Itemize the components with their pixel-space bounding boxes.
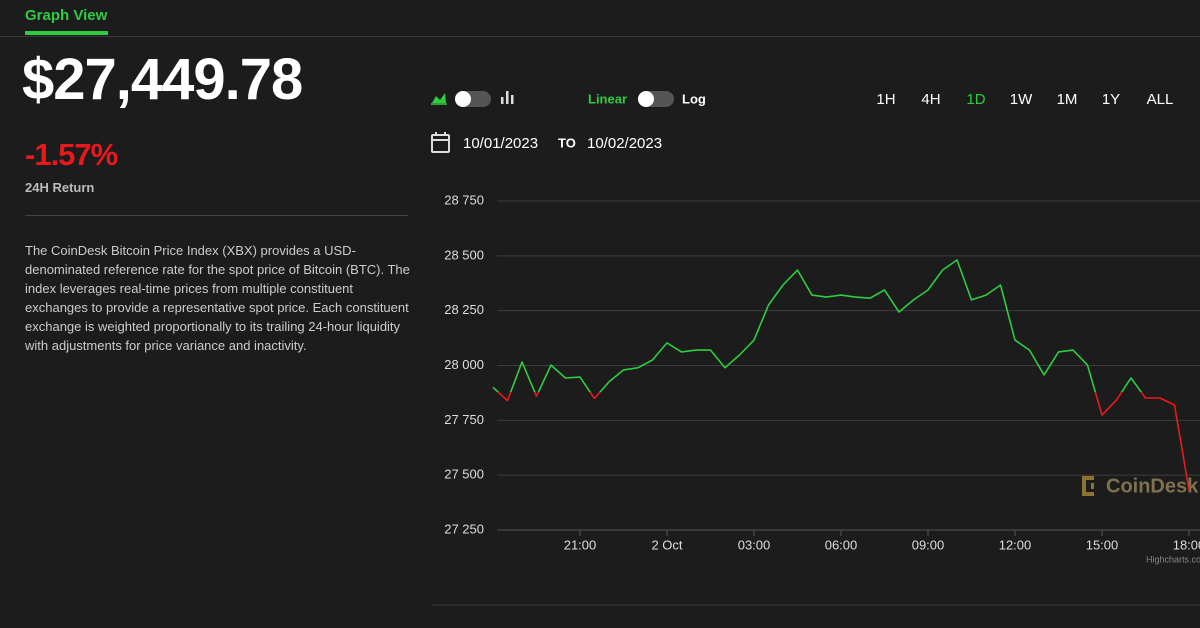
y-tick-label: 28 750: [444, 192, 484, 207]
range-button[interactable]: 1M: [1057, 91, 1078, 108]
change: -1.57%: [25, 137, 118, 172]
y-tick-label: 28 500: [444, 247, 484, 262]
tab-underline: [25, 31, 108, 35]
y-tick-label: 27 250: [444, 521, 484, 536]
range-button[interactable]: 4H: [921, 91, 940, 108]
x-tick-label: 06:00: [825, 537, 858, 552]
change-label: 24H Return: [25, 180, 95, 195]
watermark-icon: [1082, 476, 1094, 496]
x-tick-label: 15:00: [1086, 537, 1119, 552]
x-tick-label: 09:00: [912, 537, 945, 552]
tab[interactable]: Graph View: [25, 7, 108, 24]
scale-log[interactable]: Log: [682, 91, 706, 106]
x-tick-label: 21:00: [564, 537, 597, 552]
credits[interactable]: Highcharts.com: [1146, 554, 1200, 564]
date-separator: TO: [558, 135, 576, 150]
watermark: CoinDesk: [1106, 475, 1199, 497]
range-button[interactable]: 1H: [876, 91, 895, 108]
x-tick-label: 18:00: [1173, 537, 1200, 552]
description: The CoinDesk Bitcoin Price Index (XBX) p…: [25, 243, 410, 353]
price: $27,449.78: [22, 47, 303, 112]
area-icon[interactable]: [431, 93, 447, 105]
calendar-icon[interactable]: [431, 132, 450, 153]
range-button[interactable]: 1Y: [1102, 91, 1120, 108]
scale-linear[interactable]: Linear: [588, 91, 627, 106]
price-line: [492, 259, 1190, 491]
x-tick-label: 12:00: [999, 537, 1032, 552]
toggle-knob: [455, 91, 471, 107]
date-to[interactable]: 10/02/2023: [587, 135, 662, 152]
x-tick-label: 03:00: [738, 537, 771, 552]
range-button[interactable]: 1W: [1010, 91, 1033, 108]
divider: [25, 215, 408, 216]
y-tick-label: 28 000: [444, 357, 484, 372]
y-tick-label: 27 750: [444, 412, 484, 427]
x-tick-label: 2 Oct: [651, 537, 682, 552]
bar-icon[interactable]: [501, 91, 514, 104]
y-tick-label: 28 250: [444, 302, 484, 317]
toggle-knob: [638, 91, 654, 107]
divider: [0, 36, 1200, 37]
y-tick-label: 27 500: [444, 467, 484, 482]
range-button[interactable]: 1D: [966, 91, 985, 108]
range-button[interactable]: ALL: [1147, 91, 1174, 108]
date-from[interactable]: 10/01/2023: [463, 135, 538, 152]
